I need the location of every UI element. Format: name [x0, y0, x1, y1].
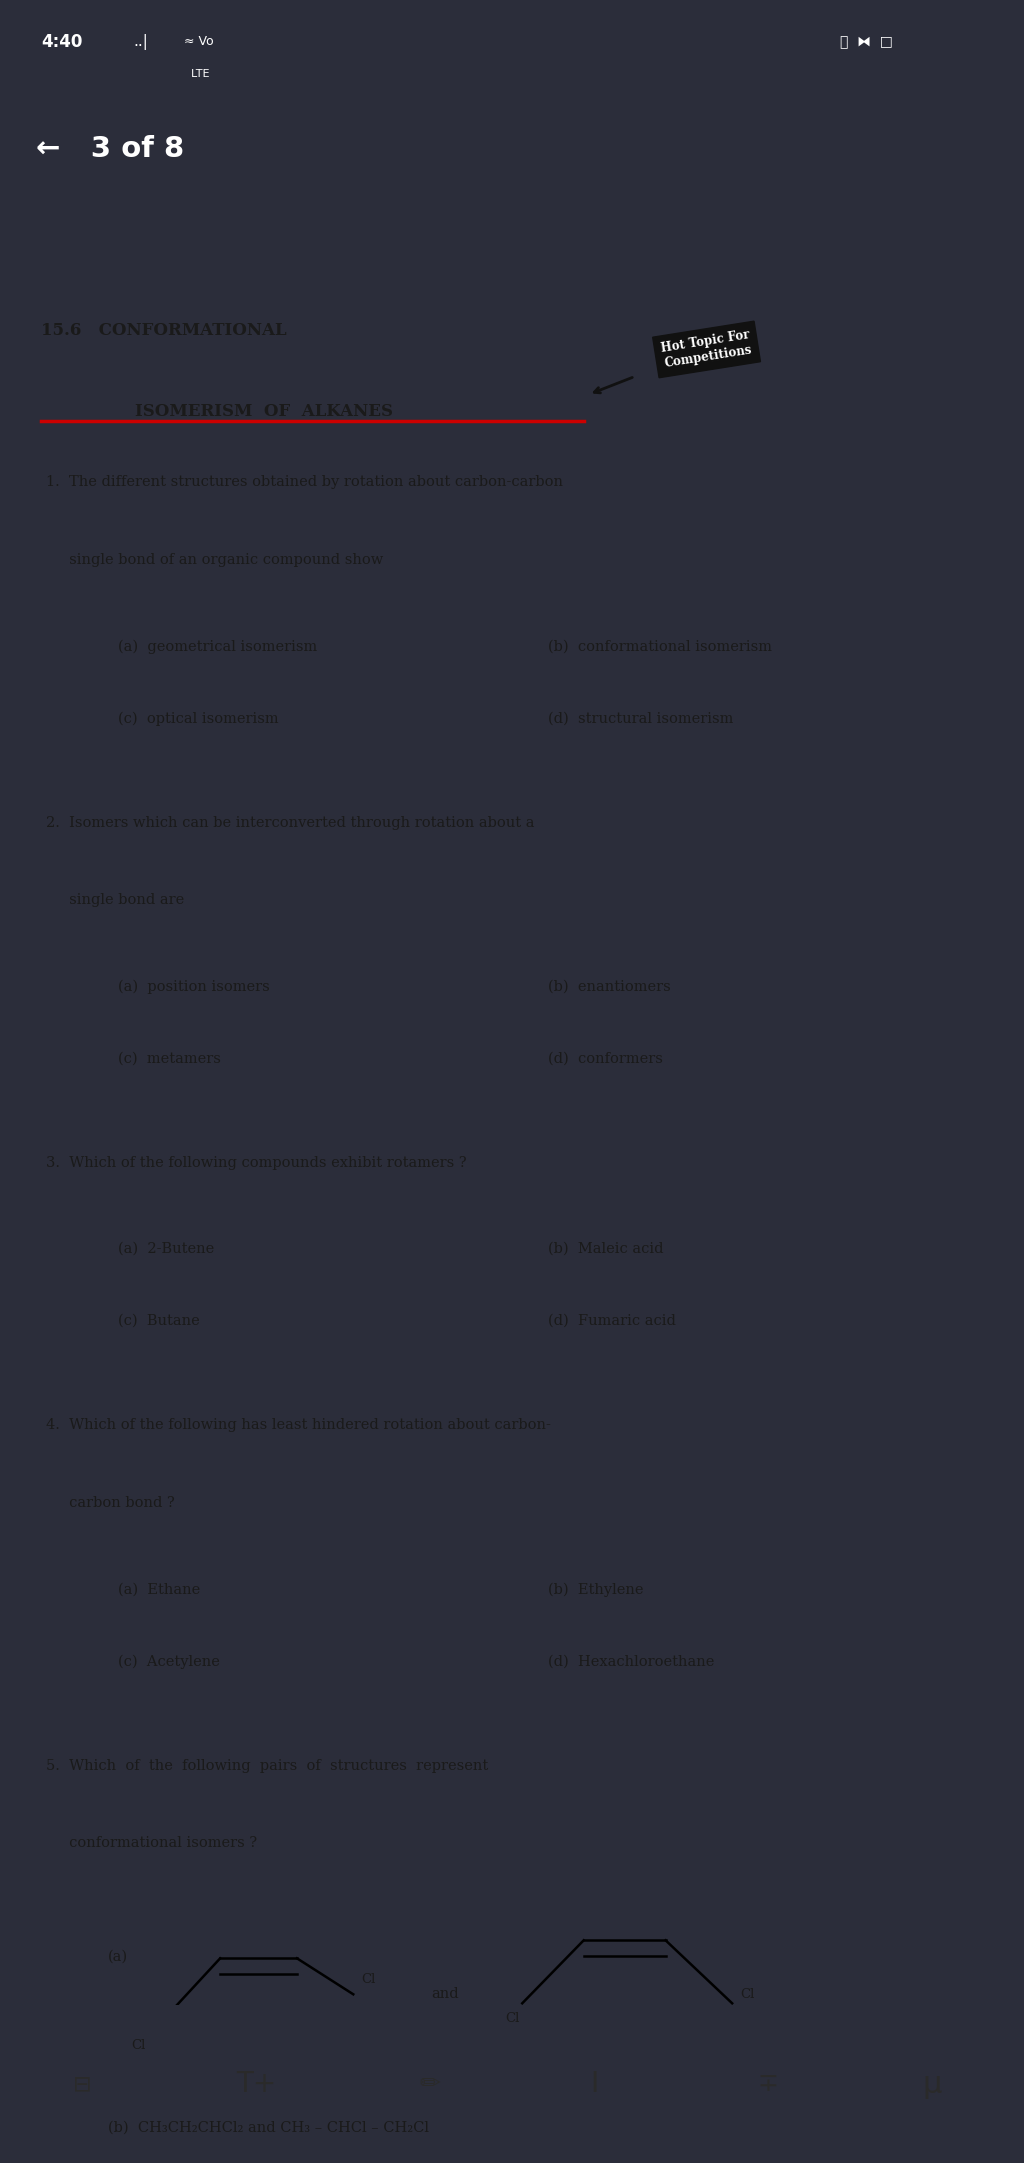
Text: (d)  Fumaric acid: (d) Fumaric acid — [548, 1315, 676, 1328]
Text: Hot Topic For
Competitions: Hot Topic For Competitions — [660, 329, 753, 370]
Text: (b)  Ethylene: (b) Ethylene — [548, 1581, 643, 1596]
Text: 3.  Which of the following compounds exhibit rotamers ?: 3. Which of the following compounds exhi… — [46, 1155, 467, 1170]
Text: 1.  The different structures obtained by rotation about carbon-carbon: 1. The different structures obtained by … — [46, 476, 563, 489]
Text: 4:40: 4:40 — [41, 32, 82, 52]
Text: and: and — [432, 1988, 459, 2001]
Text: single bond are: single bond are — [46, 893, 184, 906]
Text: (a): (a) — [108, 1949, 128, 1964]
Text: (c)  Acetylene: (c) Acetylene — [118, 1655, 219, 1668]
Text: (c)  metamers: (c) metamers — [118, 1051, 220, 1066]
Text: carbon bond ?: carbon bond ? — [46, 1497, 175, 1510]
Text: (b)  CH₃CH₂CHCl₂ and CH₃ – CHCl – CH₂Cl: (b) CH₃CH₂CHCl₂ and CH₃ – CHCl – CH₂Cl — [108, 2120, 428, 2135]
Text: 🔇  ⧓  □: 🔇 ⧓ □ — [840, 35, 893, 50]
Text: (d)  Hexachloroethane: (d) Hexachloroethane — [548, 1655, 714, 1668]
Text: (a)  position isomers: (a) position isomers — [118, 980, 269, 993]
Text: 5.  Which  of  the  following  pairs  of  structures  represent: 5. Which of the following pairs of struc… — [46, 1759, 488, 1771]
Text: ✏: ✏ — [420, 2072, 440, 2096]
Text: (d)  conformers: (d) conformers — [548, 1051, 663, 1066]
Text: 15.6   CONFORMATIONAL: 15.6 CONFORMATIONAL — [41, 322, 287, 340]
Text: ..|: ..| — [133, 35, 148, 50]
Text: ⊟: ⊟ — [73, 2074, 91, 2094]
Text: T+: T+ — [236, 2070, 276, 2098]
Text: ISOMERISM  OF  ALKANES: ISOMERISM OF ALKANES — [135, 404, 393, 420]
Text: 2.  Isomers which can be interconverted through rotation about a: 2. Isomers which can be interconverted t… — [46, 815, 535, 831]
Text: (a)  2-Butene: (a) 2-Butene — [118, 1242, 214, 1257]
Text: μ: μ — [923, 2070, 941, 2098]
Text: ←   3 of 8: ← 3 of 8 — [36, 136, 184, 162]
Text: (b)  Maleic acid: (b) Maleic acid — [548, 1242, 664, 1257]
Text: 4.  Which of the following has least hindered rotation about carbon-: 4. Which of the following has least hind… — [46, 1419, 551, 1432]
Text: conformational isomers ?: conformational isomers ? — [46, 1836, 257, 1849]
Text: Cl: Cl — [505, 2012, 519, 2025]
Text: (b)  conformational isomerism: (b) conformational isomerism — [548, 640, 772, 653]
Text: Cl: Cl — [740, 1988, 755, 2001]
Text: Cl: Cl — [131, 2040, 145, 2053]
Text: (b)  enantiomers: (b) enantiomers — [548, 980, 671, 993]
Text: Cl: Cl — [361, 1973, 376, 1986]
Text: (c)  Butane: (c) Butane — [118, 1315, 200, 1328]
Text: ∓: ∓ — [758, 2072, 778, 2096]
Text: (c)  optical isomerism: (c) optical isomerism — [118, 712, 279, 725]
Text: ≈ Vo: ≈ Vo — [184, 35, 214, 48]
Text: (d)  structural isomerism: (d) structural isomerism — [548, 712, 733, 725]
Text: LTE: LTE — [184, 69, 210, 80]
Text: single bond of an organic compound show: single bond of an organic compound show — [46, 554, 383, 567]
Text: I: I — [590, 2070, 598, 2098]
Text: (a)  geometrical isomerism: (a) geometrical isomerism — [118, 640, 317, 653]
Text: (a)  Ethane: (a) Ethane — [118, 1581, 200, 1596]
